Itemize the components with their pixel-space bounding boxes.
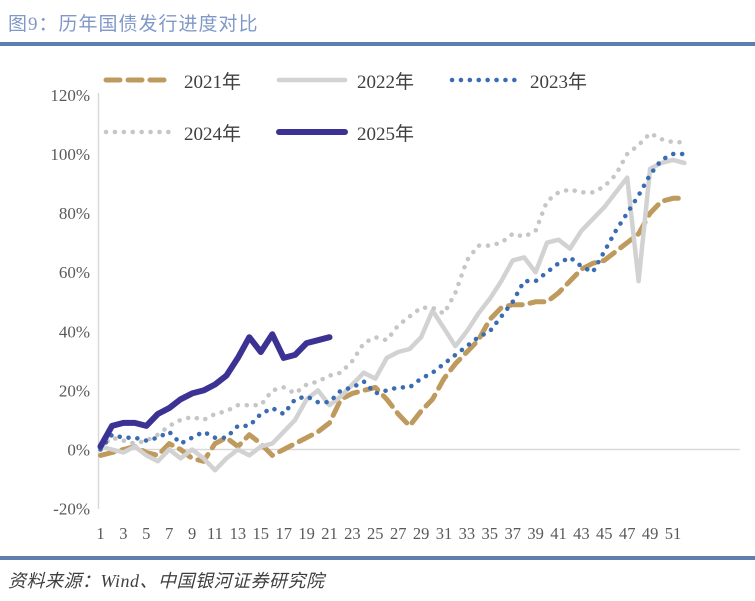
y-tick-label: 120% — [50, 86, 90, 105]
y-tick-label: -20% — [53, 500, 90, 519]
y-tick-label: 0% — [67, 441, 90, 460]
x-tick-label: 13 — [230, 524, 247, 543]
legend-item-2024年: 2024年 — [103, 120, 242, 145]
legend-item-2021年: 2021年 — [103, 68, 242, 93]
y-tick-label: 20% — [59, 381, 90, 400]
figure-title: 图9：历年国债发行进度对比 — [8, 14, 259, 35]
legend-label: 2024年 — [184, 123, 242, 145]
x-tick-label: 31 — [436, 524, 453, 543]
legend-label: 2023年 — [530, 71, 588, 93]
x-tick-label: 27 — [390, 524, 407, 543]
legend-swatch-2024年 — [103, 129, 175, 135]
x-tick-label: 43 — [573, 524, 590, 543]
x-tick-label: 5 — [142, 524, 150, 543]
y-tick-label: 40% — [59, 322, 90, 341]
series-line-2024年 — [98, 131, 687, 449]
legend-label: 2022年 — [357, 71, 415, 93]
x-tick-label: 25 — [367, 524, 384, 543]
x-tick-label: 37 — [504, 524, 521, 543]
x-tick-label: 23 — [344, 524, 361, 543]
series-line-2025年 — [97, 331, 333, 450]
x-tick-label: 47 — [619, 524, 636, 543]
x-tick-label: 9 — [188, 524, 196, 543]
series-line-2023年 — [98, 151, 687, 452]
x-tick-label: 1 — [96, 524, 104, 543]
y-tick-label: 100% — [50, 145, 90, 164]
x-tick-label: 39 — [527, 524, 544, 543]
x-tick-label: 7 — [165, 524, 173, 543]
legend-label: 2025年 — [357, 123, 415, 145]
legend-swatch-2025年 — [276, 129, 348, 135]
legend-swatch-2021年 — [103, 77, 175, 83]
series-line-2022年 — [98, 157, 687, 473]
y-tick-label: 80% — [59, 204, 90, 223]
x-tick-label: 33 — [459, 524, 476, 543]
series-line-2021年 — [98, 195, 687, 464]
x-tick-label: 49 — [642, 524, 659, 543]
legend-item-2022年: 2022年 — [276, 68, 415, 93]
x-tick-label: 3 — [119, 524, 127, 543]
x-tick-label: 35 — [482, 524, 499, 543]
legend-item-2025年: 2025年 — [276, 120, 415, 145]
x-tick-label: 51 — [665, 524, 682, 543]
x-tick-label: 11 — [207, 524, 223, 543]
x-tick-label: 21 — [321, 524, 338, 543]
footer-rule — [0, 556, 755, 560]
x-tick-label: 17 — [275, 524, 292, 543]
x-tick-label: 15 — [253, 524, 270, 543]
title-underline-rule — [0, 42, 755, 46]
x-tick-label: 19 — [298, 524, 315, 543]
data-source-note: 资料来源：Wind、中国银河证券研究院 — [8, 571, 325, 591]
x-tick-label: 41 — [550, 524, 567, 543]
x-tick-label: 29 — [413, 524, 430, 543]
x-tick-label: 45 — [596, 524, 613, 543]
legend-swatch-2022年 — [276, 77, 348, 83]
legend-label: 2021年 — [184, 71, 242, 93]
legend-swatch-2023年 — [449, 77, 521, 83]
y-tick-label: 60% — [59, 263, 90, 282]
legend-item-2023年: 2023年 — [449, 68, 588, 93]
